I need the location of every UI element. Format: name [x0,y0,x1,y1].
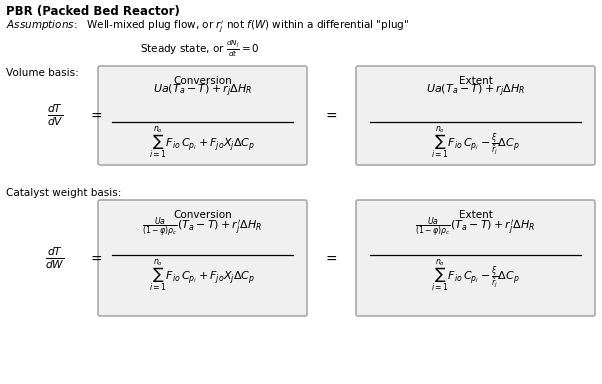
Text: Conversion: Conversion [173,210,232,220]
Text: $\frac{Ua}{(1-\varphi)\rho_c}(T_a - T) + r_j^{\prime}\Delta H_R$: $\frac{Ua}{(1-\varphi)\rho_c}(T_a - T) +… [143,216,262,240]
Text: Extent: Extent [459,76,492,86]
Text: $=$: $=$ [87,251,102,265]
Text: $\frac{Ua}{(1-\varphi)\rho_c}(T_a - T) + r_j^{\prime}\Delta H_R$: $\frac{Ua}{(1-\varphi)\rho_c}(T_a - T) +… [415,216,536,240]
Text: Steady state, or $\frac{dN_j}{dt} = 0$: Steady state, or $\frac{dN_j}{dt} = 0$ [140,38,260,59]
Text: $\sum_{i=1}^{n_o} F_{io}\, C_{p_i} + F_{jo}X_j\Delta C_p$: $\sum_{i=1}^{n_o} F_{io}\, C_{p_i} + F_{… [149,257,256,293]
Text: PBR (Packed Bed Reactor): PBR (Packed Bed Reactor) [6,5,180,18]
Text: Catalyst weight basis:: Catalyst weight basis: [6,188,122,198]
Text: $Ua(T_a - T) + r_j\Delta H_R$: $Ua(T_a - T) + r_j\Delta H_R$ [426,83,525,99]
Text: $\frac{dT}{dW}$: $\frac{dT}{dW}$ [45,245,65,271]
FancyBboxPatch shape [98,200,307,316]
Text: $\sum_{i=1}^{n_o} F_{io}\, C_{p_i} - \frac{\xi}{\tilde{r}_j}\Delta C_p$: $\sum_{i=1}^{n_o} F_{io}\, C_{p_i} - \fr… [431,257,520,293]
FancyBboxPatch shape [356,200,595,316]
Text: $\sum_{i=1}^{n_o} F_{io}\, C_{p_i} - \frac{\xi}{\tilde{r}_j}\Delta C_p$: $\sum_{i=1}^{n_o} F_{io}\, C_{p_i} - \fr… [431,124,520,160]
Text: Extent: Extent [459,210,492,220]
Text: $=$: $=$ [323,251,337,265]
FancyBboxPatch shape [98,66,307,165]
Text: $Ua(T_a - T) + r_j\Delta H_R$: $Ua(T_a - T) + r_j\Delta H_R$ [153,83,252,99]
Text: $\mathit{Assumptions}$:   Well-mixed plug flow, or $r_j'$ not $f(W)$ within a di: $\mathit{Assumptions}$: Well-mixed plug … [6,18,409,34]
Text: $=$: $=$ [323,108,337,122]
Text: $=$: $=$ [87,108,102,122]
FancyBboxPatch shape [356,66,595,165]
Text: Volume basis:: Volume basis: [6,68,79,78]
Text: $\frac{dT}{dV}$: $\frac{dT}{dV}$ [47,102,63,128]
Text: $\sum_{i=1}^{n_o} F_{io}\, C_{p_i} + F_{jo}X_j\Delta C_p$: $\sum_{i=1}^{n_o} F_{io}\, C_{p_i} + F_{… [149,124,256,160]
Text: Conversion: Conversion [173,76,232,86]
